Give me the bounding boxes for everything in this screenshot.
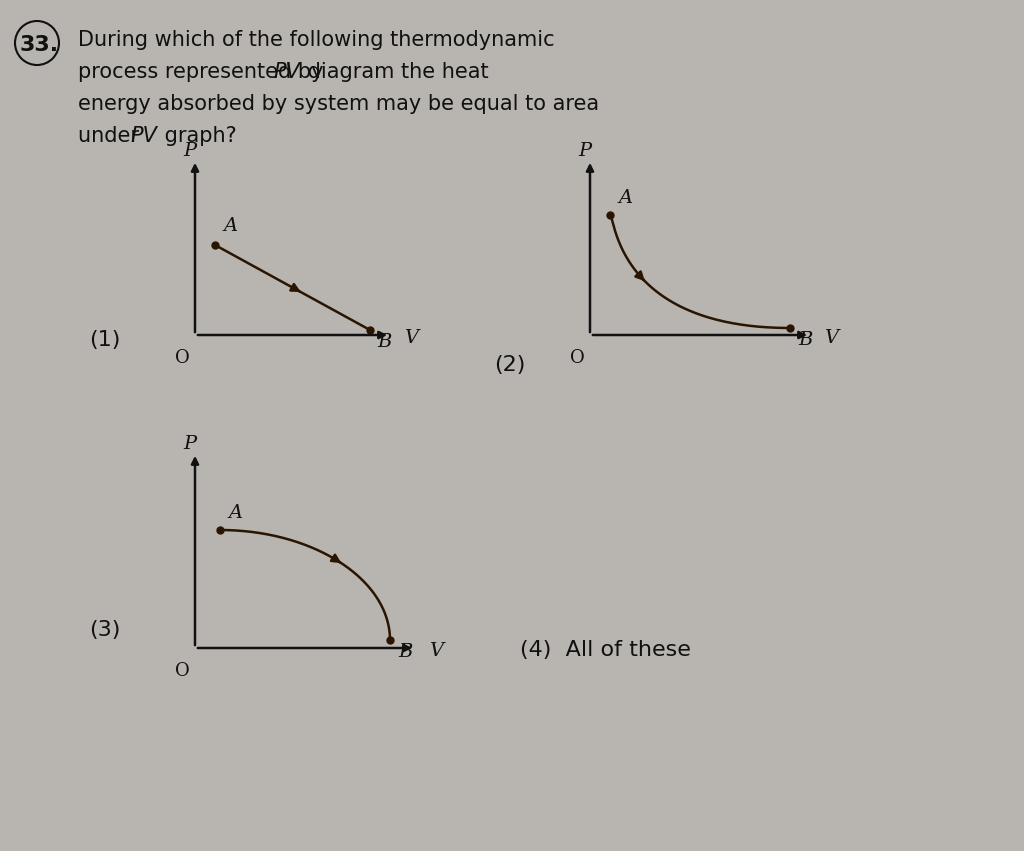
Text: 33.: 33. xyxy=(20,35,59,55)
Text: (4)  All of these: (4) All of these xyxy=(520,640,691,660)
Text: V: V xyxy=(429,642,443,660)
Text: A: A xyxy=(223,217,238,235)
Text: O: O xyxy=(569,349,585,367)
Text: O: O xyxy=(175,349,189,367)
Text: B: B xyxy=(398,643,413,661)
Text: A: A xyxy=(228,504,242,522)
Text: P: P xyxy=(183,142,197,160)
Text: (3): (3) xyxy=(89,620,121,640)
Text: B: B xyxy=(798,331,812,349)
Text: B: B xyxy=(377,333,391,351)
Text: process represented by: process represented by xyxy=(78,62,330,82)
Text: graph?: graph? xyxy=(158,126,237,146)
Text: (1): (1) xyxy=(89,330,121,350)
Text: under: under xyxy=(78,126,145,146)
Text: O: O xyxy=(175,662,189,680)
Text: (2): (2) xyxy=(495,355,525,375)
Text: energy absorbed by system may be equal to area: energy absorbed by system may be equal t… xyxy=(78,94,599,114)
Text: diagram the heat: diagram the heat xyxy=(301,62,488,82)
Text: PV: PV xyxy=(273,62,300,82)
Text: V: V xyxy=(824,329,838,347)
Text: During which of the following thermodynamic: During which of the following thermodyna… xyxy=(78,30,555,50)
Text: V: V xyxy=(404,329,418,347)
Text: P: P xyxy=(183,435,197,453)
Text: A: A xyxy=(618,189,632,207)
Text: PV: PV xyxy=(130,126,157,146)
Text: P: P xyxy=(579,142,592,160)
